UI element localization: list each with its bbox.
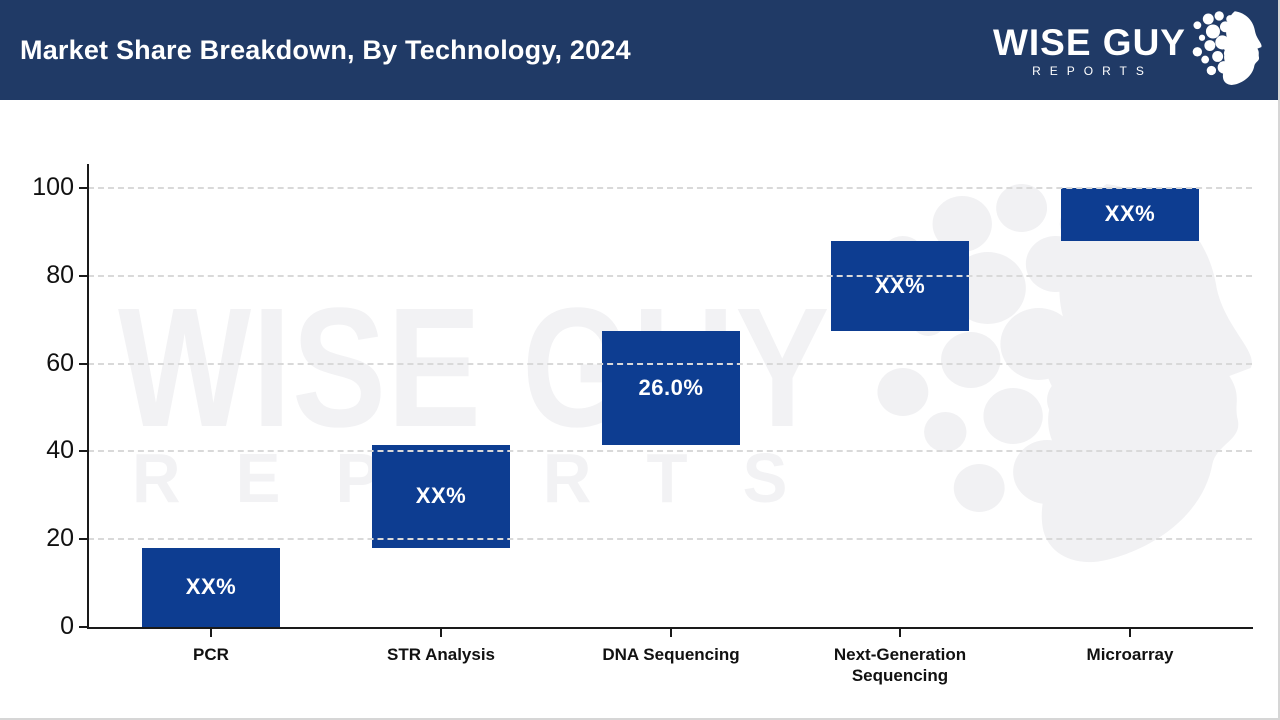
x-tick-label-dna-sequencing: DNA Sequencing: [602, 645, 740, 664]
bar-value-label: 26.0%: [638, 374, 704, 400]
bar-microarray: XX%: [1061, 188, 1199, 241]
x-tick-label-pcr: PCR: [193, 645, 229, 664]
gridline-20: [88, 538, 1252, 541]
bar-value-label: XX%: [874, 272, 926, 298]
y-tick-label: 60: [46, 348, 74, 377]
y-tick-20: [79, 538, 88, 541]
gridline-80: [88, 274, 1252, 277]
x-tick-microarray: [1129, 629, 1131, 637]
wiseguy-logo-line1: WISE GUY: [992, 22, 1186, 63]
x-axis-spine: [87, 627, 1253, 629]
y-tick-label: 100: [32, 173, 74, 201]
plot-area: 0 20 40 60 80 100 XX% PCR XX% STR Analysis 26.0% DN…: [0, 100, 1280, 720]
y-tick-label: 40: [46, 436, 74, 465]
y-tick-60: [79, 362, 88, 365]
x-tick-label-next-generation-sequencing: Next-Generation Sequencing: [833, 645, 967, 686]
bar-str-analysis: XX%: [372, 444, 510, 548]
x-tick-str-analysis: [440, 629, 442, 637]
gridline-40: [88, 450, 1252, 453]
y-axis-spine: [87, 164, 89, 629]
wiseguy-head-watermark: [877, 184, 1252, 563]
y-tick-label: 80: [46, 260, 74, 289]
wiseguy-logo: WISE GUY REPORTS: [993, 8, 1266, 94]
y-tick-40: [79, 450, 88, 453]
y-tick-0: [79, 626, 88, 628]
y-tick-label: 20: [46, 524, 74, 553]
bottom-edge-line: [0, 718, 1280, 720]
x-tick-dna-sequencing: [670, 629, 672, 637]
header-band: Market Share Breakdown, By Technology, 2…: [0, 0, 1280, 100]
bar-dna-sequencing: 26.0%: [602, 330, 740, 445]
wiseguy-logo-line2: REPORTS: [1032, 64, 1153, 78]
y-tick-label: 0: [60, 612, 74, 640]
bar-pcr: XX%: [142, 547, 280, 627]
y-tick-100: [79, 187, 88, 189]
chart-title: Market Share Breakdown, By Technology, 2…: [20, 34, 631, 65]
gridline-60: [88, 362, 1252, 365]
wiseguy-head-logo-icon: [1192, 11, 1262, 85]
right-edge-line: [1278, 0, 1280, 720]
x-tick-label-microarray: Microarray: [1086, 645, 1174, 664]
gridline-100: [88, 187, 1252, 189]
x-tick-next-generation-sequencing: [899, 629, 901, 637]
bar-value-label: XX%: [185, 574, 237, 600]
x-tick-label-str-analysis: STR Analysis: [386, 645, 496, 664]
bar-value-label: XX%: [1104, 201, 1156, 227]
x-tick-pcr: [210, 629, 212, 637]
bar-next-generation-sequencing: XX%: [831, 240, 969, 331]
bar-value-label: XX%: [415, 483, 467, 509]
y-tick-80: [79, 274, 88, 277]
wiseguy-logo-text: WISE GUY REPORTS: [993, 24, 1186, 78]
